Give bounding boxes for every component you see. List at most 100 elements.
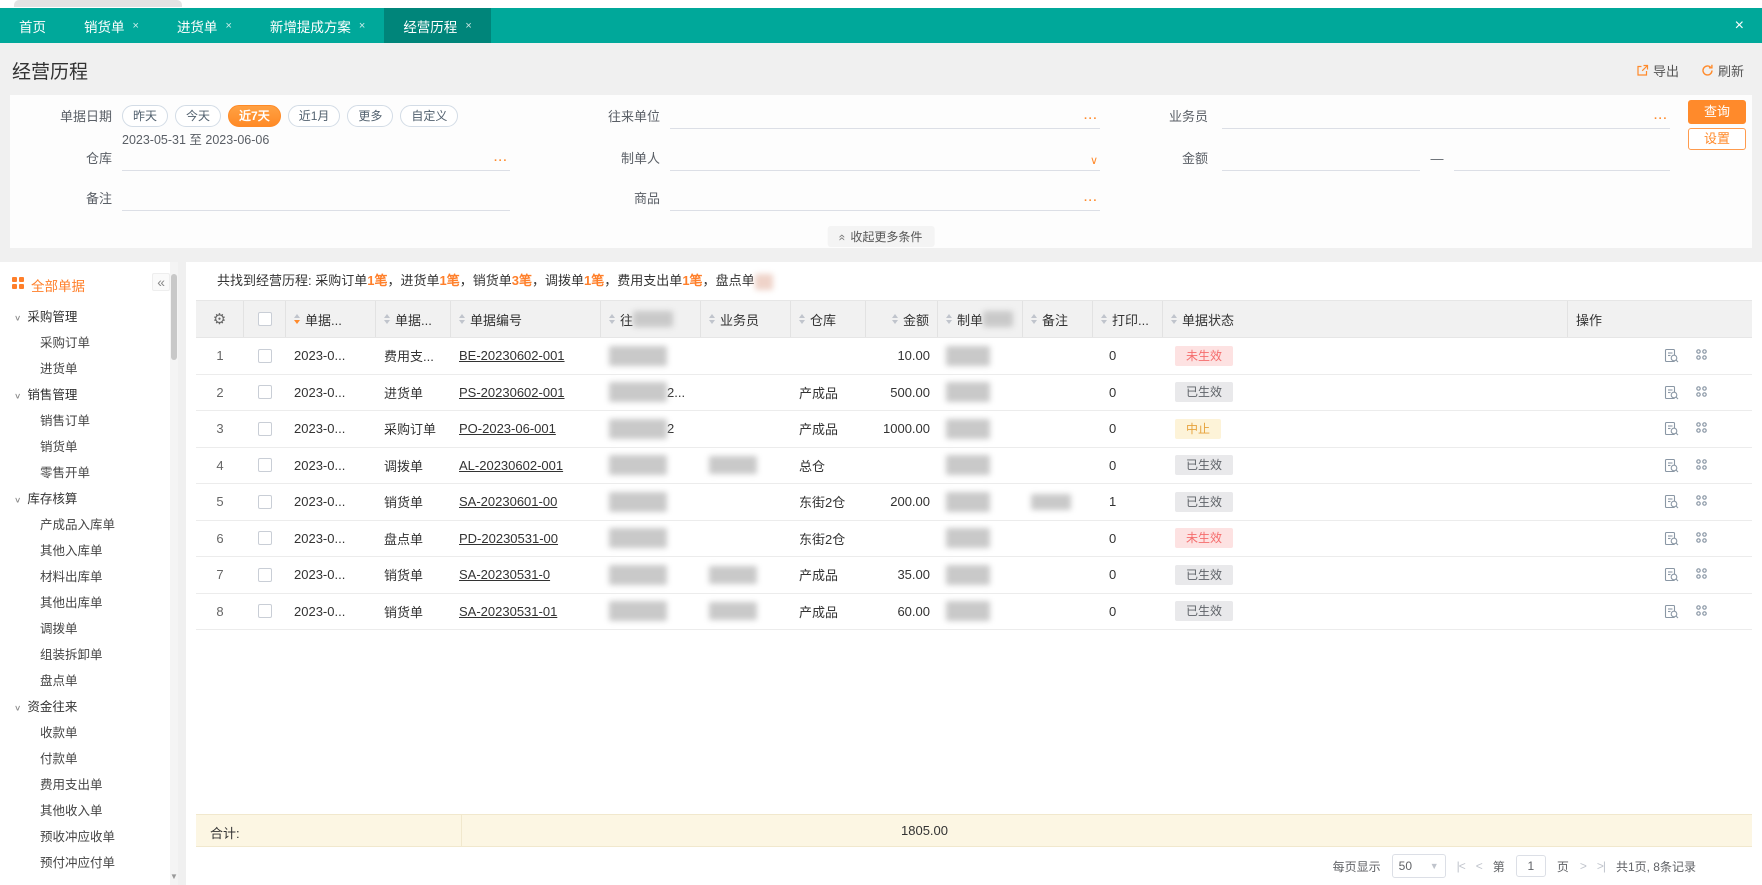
tree-item-材料出库单[interactable]: 材料出库单 [40, 570, 103, 584]
sort-asc-icon[interactable] [384, 314, 390, 318]
sort-icons[interactable] [1101, 314, 1107, 324]
tree-item-盘点单[interactable]: 盘点单 [40, 674, 78, 688]
date-option-自定义[interactable]: 自定义 [400, 105, 459, 127]
table-row[interactable]: 4 2023-0... 调拨单 AL-20230602-001 总仓 0 已生效 [196, 447, 1752, 484]
document-number-link[interactable]: SA-20230531-01 [459, 603, 558, 619]
table-row[interactable]: 8 2023-0... 销货单 SA-20230531-01 产成品 60.00 0 已生效 [196, 593, 1752, 630]
tree-item-付款单[interactable]: 付款单 [40, 752, 78, 766]
sort-desc-icon[interactable] [891, 320, 898, 324]
sort-desc-icon[interactable] [294, 320, 300, 324]
document-number-link[interactable]: PO-2023-06-001 [459, 421, 556, 437]
tab-close-icon[interactable]: × [225, 19, 232, 32]
tree-group-资金往来[interactable]: ∨ 资金往来 [0, 694, 170, 720]
view-document-icon[interactable] [1664, 531, 1679, 546]
sort-desc-icon[interactable] [609, 320, 615, 324]
sort-asc-icon[interactable] [1101, 314, 1107, 318]
document-number-link[interactable]: PS-20230602-001 [459, 384, 565, 400]
row-checkbox[interactable] [258, 567, 272, 582]
sort-asc-icon[interactable] [1171, 314, 1177, 318]
related-docs-grid-icon[interactable] [1695, 604, 1708, 619]
tree-item-零售开单[interactable]: 零售开单 [40, 466, 91, 480]
sort-desc-icon[interactable] [709, 320, 715, 324]
table-row[interactable]: 6 2023-0... 盘点单 PD-20230531-00 东街2仓 0 未生效 [196, 520, 1752, 557]
sort-icons[interactable] [946, 314, 952, 324]
sort-asc-icon[interactable] [709, 314, 715, 318]
last-page-button[interactable]: >| [1596, 859, 1606, 873]
tree-item-其他入库单[interactable]: 其他入库单 [40, 544, 103, 558]
date-option-近1月[interactable]: 近1月 [287, 105, 341, 127]
related-docs-grid-icon[interactable] [1695, 348, 1708, 363]
amount-to-input[interactable] [1454, 147, 1670, 171]
sort-desc-icon[interactable] [1101, 320, 1107, 324]
tree-item-预付冲应付单[interactable]: 预付冲应付单 [40, 856, 116, 870]
tree-item-其他出库单[interactable]: 其他出库单 [40, 596, 103, 610]
related-docs-grid-icon[interactable] [1695, 567, 1708, 582]
row-checkbox[interactable] [258, 458, 272, 473]
document-number-link[interactable]: SA-20230601-00 [459, 494, 558, 510]
maker-select[interactable]: ∨ [670, 147, 1100, 171]
related-docs-grid-icon[interactable] [1695, 458, 1708, 473]
tab-close-icon[interactable]: × [465, 19, 472, 32]
refresh-button[interactable]: 刷新 [1701, 61, 1744, 80]
row-checkbox[interactable] [258, 531, 272, 546]
sort-desc-icon[interactable] [799, 320, 805, 324]
sort-desc-icon[interactable] [1031, 320, 1037, 324]
row-checkbox[interactable] [258, 348, 272, 363]
sort-icons[interactable] [294, 314, 300, 324]
tree-item-销货单[interactable]: 销货单 [40, 440, 78, 454]
document-number-link[interactable]: BE-20230602-001 [459, 348, 565, 364]
sidebar-title[interactable]: 全部单据 [31, 279, 85, 294]
partner-input[interactable]: ··· [670, 105, 1100, 129]
sort-icons[interactable] [459, 314, 465, 324]
sort-asc-icon[interactable] [294, 314, 300, 318]
tree-item-产成品入库单[interactable]: 产成品入库单 [40, 518, 116, 532]
row-checkbox[interactable] [258, 385, 272, 400]
tree-item-组装拆卸单[interactable]: 组装拆卸单 [40, 648, 103, 662]
tab-经营历程[interactable]: 经营历程 × [384, 8, 491, 43]
sort-asc-icon[interactable] [459, 314, 465, 318]
sidebar-scrollbar[interactable]: ▼ [170, 262, 178, 885]
date-option-近7天[interactable]: 近7天 [228, 105, 281, 127]
sort-icons[interactable] [384, 314, 390, 324]
prev-page-button[interactable]: < [1475, 859, 1483, 873]
sort-asc-icon[interactable] [946, 314, 952, 318]
related-docs-grid-icon[interactable] [1695, 494, 1708, 509]
partner-picker-icon[interactable]: ··· [1084, 113, 1098, 125]
row-checkbox[interactable] [258, 604, 272, 619]
document-number-link[interactable]: PD-20230531-00 [459, 530, 559, 546]
row-checkbox[interactable] [258, 494, 272, 509]
related-docs-grid-icon[interactable] [1695, 385, 1708, 400]
gear-icon[interactable]: ⚙ [212, 311, 227, 328]
sidebar-collapse-icon[interactable]: « [152, 273, 170, 291]
table-row[interactable]: 1 2023-0... 费用支... BE-20230602-001 10.00 0 未生效 [196, 338, 1752, 375]
date-range-value[interactable]: 2023-05-31 至 2023-06-06 [122, 133, 270, 147]
tree-item-调拨单[interactable]: 调拨单 [40, 622, 78, 636]
sort-icons[interactable] [1031, 314, 1037, 324]
note-input[interactable] [122, 187, 510, 211]
first-page-button[interactable]: |< [1456, 859, 1466, 873]
tree-group-库存核算[interactable]: ∨ 库存核算 [0, 486, 170, 512]
tree-item-其他收入单[interactable]: 其他收入单 [40, 804, 103, 818]
select-all-checkbox[interactable] [257, 312, 272, 326]
tab-首页[interactable]: 首页 [0, 8, 65, 43]
table-row[interactable]: 5 2023-0... 销货单 SA-20230601-00 东街2仓 200.00 1 已生… [196, 484, 1752, 521]
tab-销货单[interactable]: 销货单 × [65, 8, 158, 43]
view-document-icon[interactable] [1664, 494, 1679, 509]
view-document-icon[interactable] [1664, 385, 1679, 400]
related-docs-grid-icon[interactable] [1695, 531, 1708, 546]
sort-desc-icon[interactable] [459, 320, 465, 324]
table-row[interactable]: 7 2023-0... 销货单 SA-20230531-0 产成品 35.00 0 已生效 [196, 557, 1752, 594]
sort-icons[interactable] [609, 314, 615, 324]
warehouse-picker-icon[interactable]: ··· [494, 155, 508, 167]
next-page-button[interactable]: > [1579, 859, 1587, 873]
date-option-今天[interactable]: 今天 [175, 105, 222, 127]
settings-button[interactable]: 设置 [1688, 128, 1746, 150]
tree-group-销售管理[interactable]: ∨ 销售管理 [0, 382, 170, 408]
date-option-昨天[interactable]: 昨天 [122, 105, 169, 127]
view-document-icon[interactable] [1664, 458, 1679, 473]
tree-item-采购订单[interactable]: 采购订单 [40, 336, 91, 350]
amount-from-input[interactable] [1222, 147, 1420, 171]
tree-item-进货单[interactable]: 进货单 [40, 362, 78, 376]
sort-desc-icon[interactable] [1171, 320, 1177, 324]
query-button[interactable]: 查询 [1688, 100, 1746, 124]
